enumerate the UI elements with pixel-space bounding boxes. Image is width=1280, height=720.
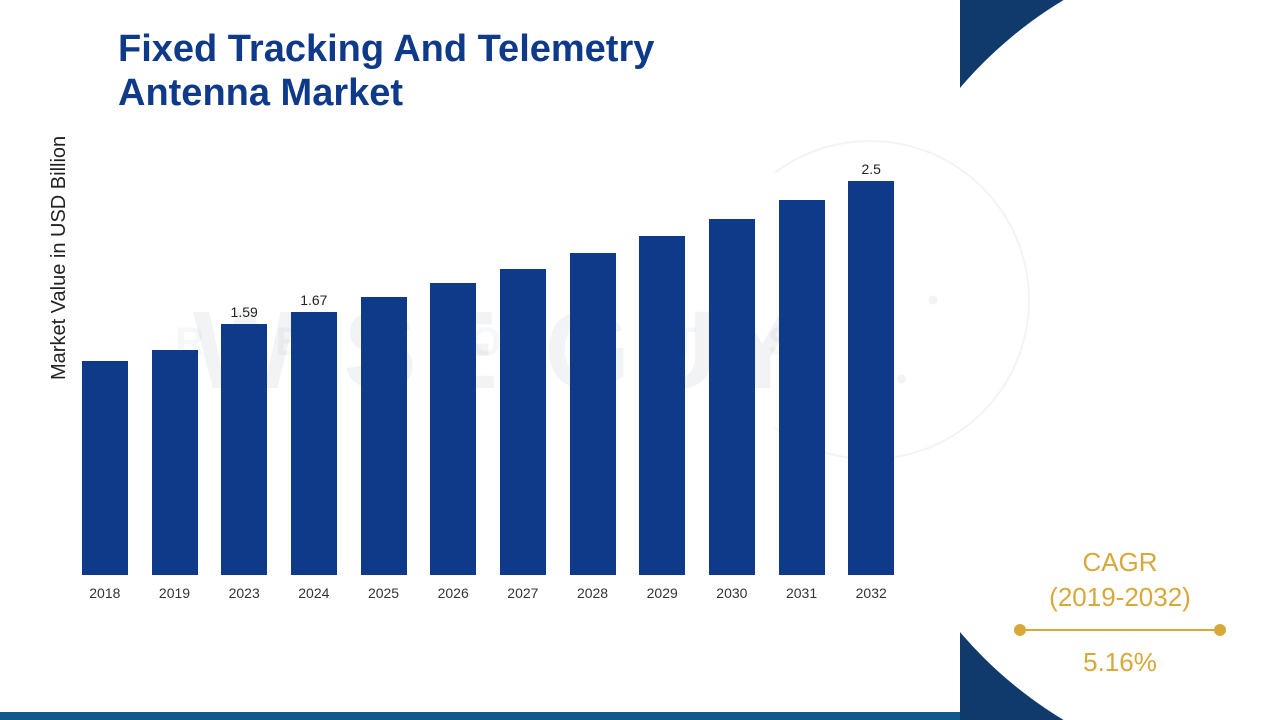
y-axis-label: Market Value in USD Billion — [48, 136, 71, 380]
bar — [709, 219, 755, 575]
bar — [779, 200, 825, 575]
x-tick-label: 2024 — [289, 585, 339, 601]
plot-region: 1.591.672.5 2018201920232024202520262027… — [78, 165, 898, 575]
bar — [221, 324, 267, 575]
chart-title: Fixed Tracking And Telemetry Antenna Mar… — [118, 28, 738, 115]
x-tick-label: 2029 — [637, 585, 687, 601]
brand-logo: WISE GUY R E P O R T S — [1034, 26, 1256, 94]
bar — [570, 253, 616, 575]
bar — [848, 181, 894, 575]
bars-container: 1.591.672.5 — [78, 165, 898, 575]
cagr-divider — [1020, 629, 1220, 631]
bar — [430, 283, 476, 575]
right-panel: WISE GUY R E P O R T S CAGR (2019-2032) … — [960, 0, 1280, 720]
brand-line1: WISE GUY — [1034, 36, 1192, 70]
x-tick-label: 2018 — [80, 585, 130, 601]
bottom-strip — [0, 712, 960, 720]
infographic-canvas: WISE GUY R E P O R T S CAGR (2019-2032) … — [0, 0, 1280, 720]
bar — [291, 312, 337, 575]
bar-2019 — [150, 350, 200, 576]
x-labels: 2018 2019 2023 2024 2025 2026 2027 2028 2029 2030… — [78, 585, 898, 601]
bar-2026 — [428, 283, 478, 575]
bar-2025 — [359, 297, 409, 575]
x-tick-label: 2028 — [568, 585, 618, 601]
cagr-value: 5.16% — [996, 645, 1244, 680]
bar-2018 — [80, 361, 130, 575]
x-tick-label: 2030 — [707, 585, 757, 601]
x-tick-label: 2025 — [359, 585, 409, 601]
bar-2028 — [568, 253, 618, 575]
bar-value-label: 1.67 — [300, 292, 327, 308]
bar-2024: 1.67 — [289, 292, 339, 575]
bar-value-label: 1.59 — [231, 304, 258, 320]
x-tick-label: 2023 — [219, 585, 269, 601]
bar-2029 — [637, 236, 687, 575]
x-tick-label: 2027 — [498, 585, 548, 601]
x-tick-label: 2032 — [846, 585, 896, 601]
bar-value-label: 2.5 — [861, 161, 880, 177]
bar-2023: 1.59 — [219, 304, 269, 575]
bar — [500, 269, 546, 575]
x-tick-label: 2031 — [777, 585, 827, 601]
x-tick-label: 2026 — [428, 585, 478, 601]
brand-head-icon — [1202, 26, 1256, 80]
brand-line2: R E P O R T S — [1034, 78, 1256, 94]
bar-2030 — [707, 219, 757, 575]
cagr-label: CAGR — [996, 545, 1244, 580]
chart-area: Fixed Tracking And Telemetry Antenna Mar… — [0, 0, 960, 712]
bar-2032: 2.5 — [846, 161, 896, 575]
bar — [152, 350, 198, 576]
bar-2031 — [777, 200, 827, 575]
x-tick-label: 2019 — [150, 585, 200, 601]
bar-2027 — [498, 269, 548, 575]
bar — [82, 361, 128, 575]
cagr-box: CAGR (2019-2032) 5.16% — [996, 545, 1244, 680]
cagr-period: (2019-2032) — [996, 580, 1244, 615]
bar — [361, 297, 407, 575]
bar — [639, 236, 685, 575]
